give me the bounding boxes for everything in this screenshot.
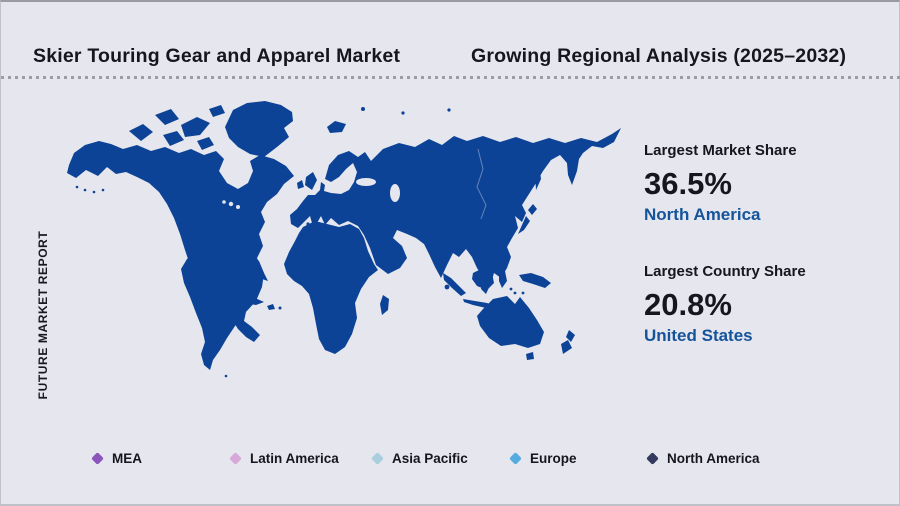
- legend: MEA Latin America Asia Pacific Europe No…: [1, 448, 900, 470]
- legend-item-mea: MEA: [91, 448, 142, 468]
- legend-label: Europe: [530, 450, 577, 466]
- legend-item-latin-america: Latin America: [229, 448, 339, 468]
- stat-largest-market-share: Largest Market Share 36.5% North America: [644, 142, 797, 225]
- legend-item-asia-pacific: Asia Pacific: [371, 448, 468, 468]
- diamond-marker-icon: [646, 451, 659, 465]
- country-border-line: [476, 148, 487, 220]
- diamond-marker-icon: [91, 451, 104, 465]
- stat-region: United States: [644, 325, 753, 345]
- legend-label: Asia Pacific: [392, 450, 468, 466]
- page-title: Skier Touring Gear and Apparel Market: [33, 45, 401, 67]
- legend-label: Latin America: [250, 450, 339, 466]
- stat-label: Largest Country Share: [644, 263, 806, 280]
- legend-item-north-america: North America: [646, 448, 760, 468]
- page-subtitle: Growing Regional Analysis (2025–2032): [471, 45, 847, 67]
- diamond-marker-icon: [371, 451, 384, 465]
- stat-largest-country-share: Largest Country Share 20.8% United State…: [644, 263, 806, 346]
- world-map-water: [222, 178, 400, 209]
- diamond-marker-icon: [229, 451, 242, 465]
- legend-item-europe: Europe: [509, 448, 577, 468]
- stat-label: Largest Market Share: [644, 142, 797, 159]
- world-map: [63, 97, 623, 427]
- legend-label: North America: [667, 450, 760, 466]
- stat-value: 36.5%: [644, 166, 732, 201]
- brand-vertical-label: FUTURE MARKET REPORT: [36, 230, 50, 400]
- stat-value: 20.8%: [644, 287, 732, 322]
- world-map-land: [67, 101, 621, 378]
- dotted-separator: [1, 76, 900, 79]
- legend-label: MEA: [112, 450, 142, 466]
- stat-region: North America: [644, 204, 761, 224]
- diamond-marker-icon: [509, 451, 522, 465]
